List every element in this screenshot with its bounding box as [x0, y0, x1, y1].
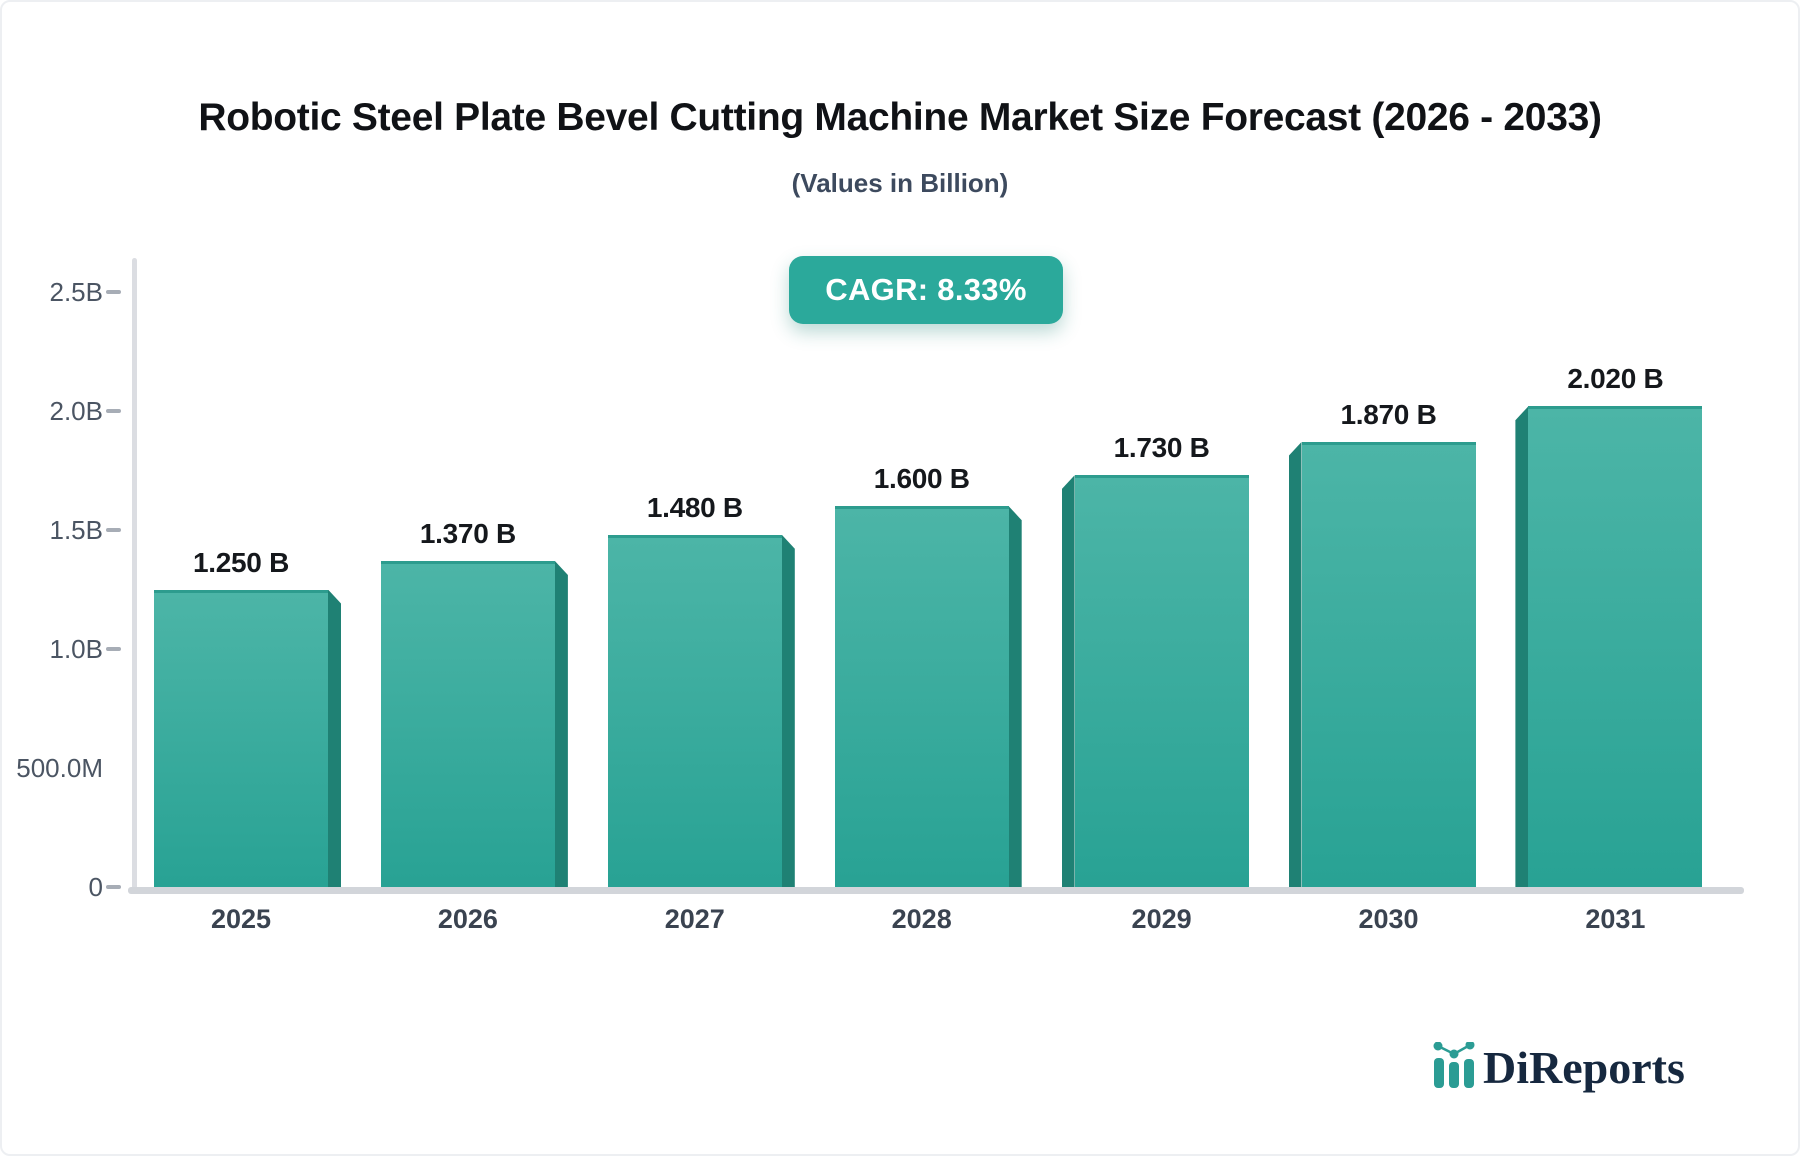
bar-side-face: [1061, 475, 1075, 887]
y-tick-label: 1.5B: [49, 515, 104, 545]
x-tick-label: 2028: [891, 904, 952, 934]
x-tick-label: 2027: [664, 904, 725, 934]
chart-title: Robotic Steel Plate Bevel Cutting Machin…: [198, 96, 1602, 139]
x-axis-line: [128, 887, 1744, 894]
bar-face: [1528, 406, 1703, 887]
bar-face: [380, 560, 555, 887]
direports-logo-icon: [1433, 1042, 1475, 1088]
y-tick-dash: [106, 647, 121, 651]
x-tick-label: 2030: [1358, 904, 1419, 934]
direports-logo-text: DiReports: [1483, 1042, 1685, 1093]
y-tick-label: 500.0M: [16, 753, 103, 783]
y-tick-dash: [106, 409, 121, 413]
bar-value-label: 1.250 B: [193, 546, 289, 578]
y-tick-label: 0: [88, 872, 103, 902]
chart-subtitle: (Values in Billion): [791, 168, 1009, 198]
bar-face: [834, 506, 1009, 887]
y-axis-line: [132, 258, 137, 890]
cagr-badge: CAGR: 8.33%: [789, 256, 1063, 324]
bar-side-face: [1008, 506, 1022, 887]
bar-face: [607, 534, 782, 887]
bar-face: [154, 589, 328, 887]
bar-value-label: 1.370 B: [419, 517, 516, 549]
bar-value-label: 1.870 B: [1340, 398, 1437, 430]
x-tick-label: 2026: [437, 904, 498, 934]
y-tick-label: 1.0B: [49, 634, 104, 664]
y-tick-label: 2.0B: [49, 396, 104, 426]
bar-face: [1301, 441, 1476, 887]
bar-side-face: [781, 534, 795, 887]
x-tick-label: 2025: [210, 904, 272, 934]
y-tick-dash: [106, 290, 121, 294]
bar-side-face: [328, 589, 341, 887]
bar-side-face: [1515, 406, 1529, 887]
y-tick-dash: [106, 885, 121, 889]
bar-value-label: 2.020 B: [1567, 363, 1664, 395]
bar-value-label: 1.480 B: [646, 491, 743, 523]
y-tick-label: 2.5B: [49, 277, 104, 307]
bar-value-label: 1.600 B: [873, 463, 970, 495]
bar-face: [1074, 475, 1249, 887]
bar-side-face: [554, 560, 568, 887]
y-tick-dash: [106, 528, 121, 532]
x-tick-label: 2029: [1131, 904, 1192, 934]
direports-logo: DiReports: [1433, 1042, 1685, 1102]
x-tick-label: 2031: [1585, 904, 1646, 934]
bar-value-label: 1.730 B: [1113, 432, 1210, 464]
bar-side-face: [1288, 441, 1302, 887]
